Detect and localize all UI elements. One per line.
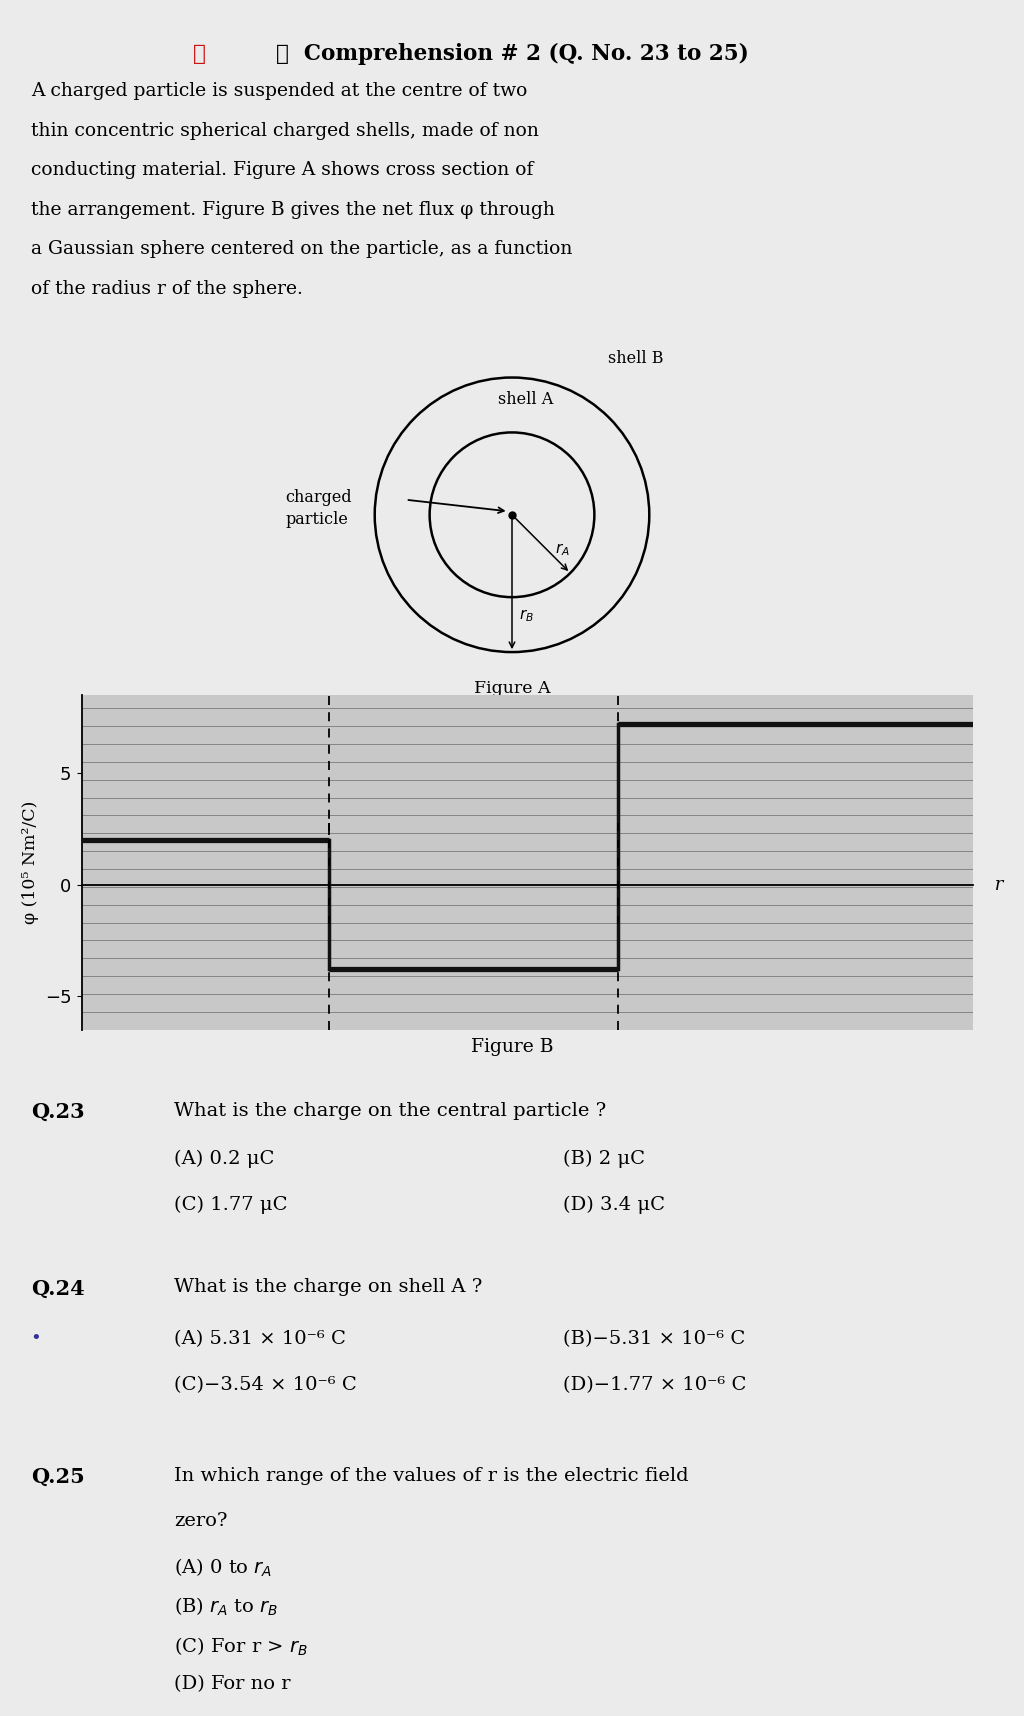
Text: Q.24: Q.24: [31, 1278, 84, 1299]
Text: ★  Comprehension # 2 (Q. No. 23 to 25): ★ Comprehension # 2 (Q. No. 23 to 25): [275, 43, 749, 65]
Text: (B) $r_A$ to $r_B$: (B) $r_A$ to $r_B$: [174, 1596, 279, 1618]
Text: Figure A: Figure A: [474, 680, 550, 697]
Text: ★: ★: [194, 43, 206, 65]
Text: (C) 1.77 μC: (C) 1.77 μC: [174, 1196, 288, 1215]
Text: (B) 2 μC: (B) 2 μC: [563, 1150, 645, 1169]
Text: •: •: [31, 1330, 41, 1347]
Text: r: r: [989, 875, 1004, 894]
Text: $r_B$: $r_B$: [519, 607, 534, 625]
Text: In which range of the values of r is the electric field: In which range of the values of r is the…: [174, 1467, 689, 1484]
Text: thin concentric spherical charged shells, made of non: thin concentric spherical charged shells…: [31, 122, 539, 139]
Text: What is the charge on the central particle ?: What is the charge on the central partic…: [174, 1102, 606, 1119]
Text: (A) 0.2 μC: (A) 0.2 μC: [174, 1150, 274, 1169]
Text: A charged particle is suspended at the centre of two: A charged particle is suspended at the c…: [31, 82, 527, 100]
Text: conducting material. Figure A shows cross section of: conducting material. Figure A shows cros…: [31, 161, 534, 178]
Text: Figure B: Figure B: [471, 1038, 553, 1055]
Text: of the radius r of the sphere.: of the radius r of the sphere.: [31, 280, 303, 297]
Text: (A) 5.31 × 10⁻⁶ C: (A) 5.31 × 10⁻⁶ C: [174, 1330, 346, 1347]
Text: zero?: zero?: [174, 1512, 227, 1529]
Text: shell A: shell A: [498, 391, 553, 408]
Text: shell B: shell B: [608, 350, 664, 367]
Text: $r_A$: $r_A$: [555, 541, 569, 558]
Y-axis label: φ (10⁵ Nm²/C): φ (10⁵ Nm²/C): [23, 801, 39, 923]
Text: (A) 0 to $r_A$: (A) 0 to $r_A$: [174, 1556, 272, 1579]
Text: (D)−1.77 × 10⁻⁶ C: (D)−1.77 × 10⁻⁶ C: [563, 1376, 746, 1393]
Text: What is the charge on shell A ?: What is the charge on shell A ?: [174, 1278, 482, 1296]
Text: particle: particle: [286, 511, 348, 529]
Text: Q.25: Q.25: [31, 1467, 84, 1488]
Text: (B)−5.31 × 10⁻⁶ C: (B)−5.31 × 10⁻⁶ C: [563, 1330, 745, 1347]
Text: charged: charged: [286, 489, 352, 506]
Text: (C) For r > $r_B$: (C) For r > $r_B$: [174, 1635, 308, 1658]
Text: (C)−3.54 × 10⁻⁶ C: (C)−3.54 × 10⁻⁶ C: [174, 1376, 356, 1393]
Text: (D) 3.4 μC: (D) 3.4 μC: [563, 1196, 666, 1215]
Text: (D) For no r: (D) For no r: [174, 1675, 291, 1692]
Text: the arrangement. Figure B gives the net flux φ through: the arrangement. Figure B gives the net …: [31, 201, 555, 218]
Text: a Gaussian sphere centered on the particle, as a function: a Gaussian sphere centered on the partic…: [31, 240, 572, 257]
Text: Q.23: Q.23: [31, 1102, 84, 1122]
